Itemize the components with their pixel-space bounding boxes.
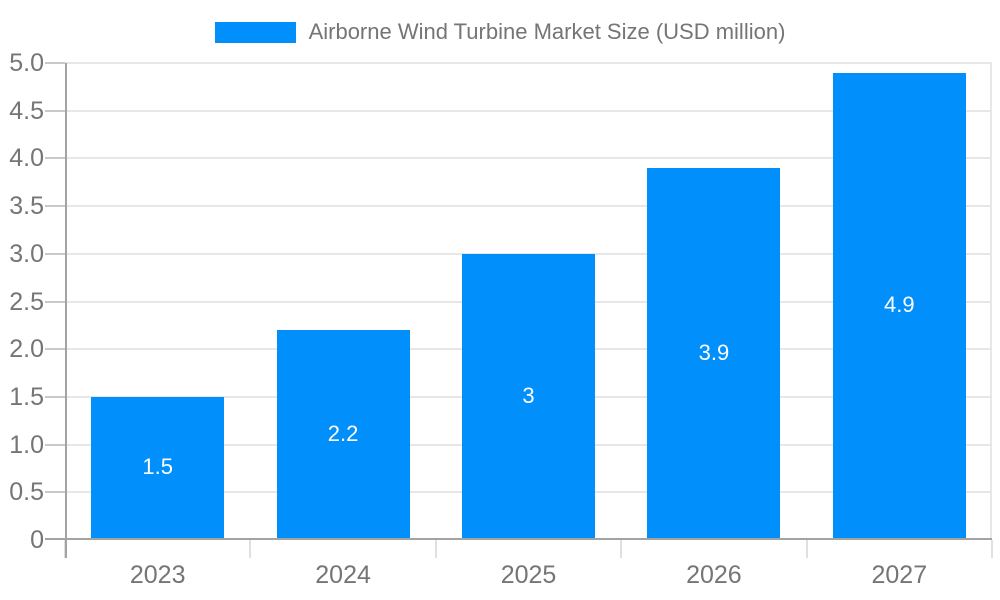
y-tick — [45, 252, 65, 255]
legend-label: Airborne Wind Turbine Market Size (USD m… — [308, 19, 786, 44]
bar-2023[interactable]: 1.5 — [91, 396, 225, 538]
x-axis-label-2026: 2026 — [686, 561, 742, 589]
bar-value-label: 3.9 — [698, 339, 730, 365]
x-axis-label-2027: 2027 — [871, 561, 928, 589]
y-tick — [45, 157, 65, 160]
y-tick — [45, 62, 65, 64]
gridline — [65, 109, 992, 112]
y-tick-label: 0 — [30, 526, 44, 554]
y-tick — [45, 300, 65, 303]
y-tick-label: 1.5 — [9, 382, 44, 411]
y-axis-line — [65, 63, 67, 558]
y-tick — [45, 348, 65, 351]
bar-value-label: 3 — [522, 382, 535, 408]
bar-2027[interactable]: 4.9 — [832, 72, 966, 538]
gridline — [65, 252, 992, 255]
y-tick-label: 1.0 — [9, 430, 44, 459]
gridline — [65, 157, 992, 160]
y-tick — [45, 443, 65, 446]
gridline — [65, 205, 992, 208]
bar-2024[interactable]: 2.2 — [276, 330, 410, 538]
bar-2025[interactable]: 3 — [462, 253, 595, 538]
x-tick — [991, 540, 993, 558]
x-tick — [805, 540, 808, 558]
bar-value-label: 2.2 — [327, 421, 359, 447]
x-axis-label-2024: 2024 — [315, 561, 371, 589]
plot-area: 0 0.5 1.0 1.5 2.0 2.5 3.0 3.5 4.0 4.5 5.0 1.5 2023 2.… — [9, 49, 993, 589]
x-axis-line — [45, 538, 992, 540]
legend-item[interactable]: Airborne Wind Turbine Market Size (USD m… — [0, 10, 1000, 54]
y-tick-label: 5.0 — [9, 49, 44, 77]
y-tick-label: 4.5 — [9, 96, 44, 125]
y-tick-label: 3.5 — [9, 192, 44, 221]
y-tick-label: 2.0 — [9, 335, 44, 364]
bar-2026[interactable]: 3.9 — [647, 167, 781, 538]
legend-swatch — [214, 21, 296, 43]
y-tick-label: 3.0 — [9, 239, 44, 268]
y-tick — [45, 109, 65, 112]
x-tick — [249, 540, 252, 558]
y-tick-label: 4.0 — [9, 144, 44, 173]
y-tick — [45, 395, 65, 398]
y-tick — [45, 205, 65, 208]
y-tick-label: 0.5 — [9, 478, 44, 507]
y-tick-label: 2.5 — [9, 287, 44, 316]
y-tick — [45, 491, 65, 494]
x-axis-label-2025: 2025 — [500, 561, 557, 589]
bar-value-label: 1.5 — [142, 454, 173, 480]
x-axis-label-2023: 2023 — [129, 561, 186, 589]
x-tick — [620, 540, 623, 558]
bar-value-label: 4.9 — [884, 292, 915, 318]
x-tick — [434, 540, 437, 558]
gridline — [65, 62, 992, 64]
